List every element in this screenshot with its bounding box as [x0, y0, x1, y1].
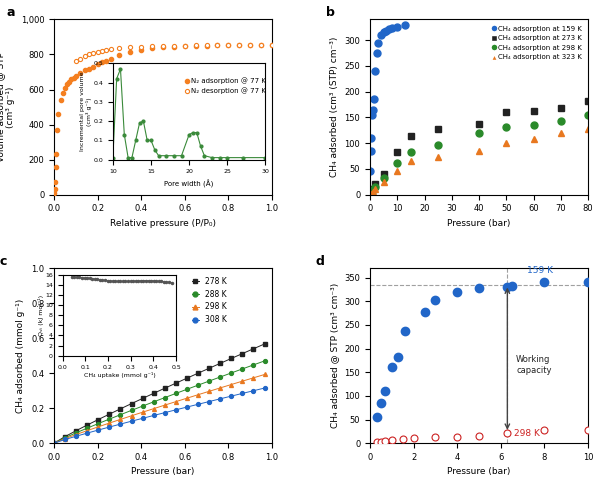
N₂ adsorption @ 77 K [61, 85, 68, 91]
N₂ desorption @ 77 K [77, 56, 84, 62]
N₂ adsorption @ 77 K [57, 97, 64, 103]
X-axis label: Pressure (bar): Pressure (bar) [448, 219, 511, 228]
N₂ adsorption @ 77 K [53, 127, 61, 132]
N₂ adsorption @ 77 K [236, 42, 243, 48]
Legend: N₂ adsorption @ 77 K, N₂ desorption @ 77 K: N₂ adsorption @ 77 K, N₂ desorption @ 77… [182, 75, 268, 97]
N₂ desorption @ 77 K [137, 44, 145, 50]
N₂ adsorption @ 77 K [65, 79, 73, 85]
N₂ adsorption @ 77 K [103, 57, 110, 63]
N₂ adsorption @ 77 K [170, 44, 178, 50]
Text: c: c [0, 255, 7, 267]
N₂ desorption @ 77 K [257, 41, 265, 47]
N₂ adsorption @ 77 K [137, 47, 145, 53]
Text: a: a [6, 6, 14, 19]
Text: Working
capacity: Working capacity [516, 356, 551, 375]
N₂ adsorption @ 77 K [268, 41, 275, 47]
N₂ desorption @ 77 K [72, 58, 79, 64]
Line: N₂ adsorption @ 77 K: N₂ adsorption @ 77 K [52, 42, 274, 195]
N₂ desorption @ 77 K [225, 42, 232, 48]
N₂ desorption @ 77 K [268, 41, 275, 47]
N₂ desorption @ 77 K [107, 46, 114, 52]
N₂ adsorption @ 77 K [68, 76, 75, 82]
N₂ desorption @ 77 K [81, 53, 88, 59]
N₂ adsorption @ 77 K [160, 45, 167, 51]
N₂ adsorption @ 77 K [148, 45, 155, 51]
Legend: 278 K, 288 K, 298 K, 308 K: 278 K, 288 K, 298 K, 308 K [188, 274, 230, 327]
N₂ adsorption @ 77 K [81, 67, 88, 73]
N₂ adsorption @ 77 K [203, 43, 210, 49]
X-axis label: Pressure (bar): Pressure (bar) [131, 468, 194, 476]
N₂ adsorption @ 77 K [225, 42, 232, 48]
N₂ desorption @ 77 K [214, 42, 221, 48]
N₂ desorption @ 77 K [203, 42, 210, 48]
N₂ adsorption @ 77 K [192, 43, 199, 49]
Line: N₂ desorption @ 77 K: N₂ desorption @ 77 K [74, 42, 274, 64]
Y-axis label: CH₄ adsorbed (mmol g⁻¹): CH₄ adsorbed (mmol g⁻¹) [16, 299, 25, 413]
N₂ adsorption @ 77 K [55, 111, 62, 117]
Legend: CH₄ adsorption at 159 K, CH₄ adsorption at 273 K, CH₄ adsorption at 298 K, CH₄ a: CH₄ adsorption at 159 K, CH₄ adsorption … [490, 23, 584, 63]
N₂ desorption @ 77 K [103, 47, 110, 53]
N₂ adsorption @ 77 K [52, 164, 59, 169]
N₂ desorption @ 77 K [181, 43, 188, 49]
X-axis label: Pressure (bar): Pressure (bar) [448, 468, 511, 476]
N₂ adsorption @ 77 K [53, 151, 60, 157]
X-axis label: Relative pressure (P/P₀): Relative pressure (P/P₀) [110, 219, 216, 228]
N₂ adsorption @ 77 K [51, 187, 58, 192]
Y-axis label: CH₄ adsorbed (cm³ (STP) cm⁻³): CH₄ adsorbed (cm³ (STP) cm⁻³) [330, 37, 339, 177]
N₂ desorption @ 77 K [85, 52, 92, 57]
Text: b: b [326, 6, 335, 19]
N₂ adsorption @ 77 K [94, 61, 101, 67]
N₂ desorption @ 77 K [170, 43, 178, 49]
N₂ adsorption @ 77 K [59, 90, 67, 96]
N₂ desorption @ 77 K [116, 45, 123, 51]
N₂ adsorption @ 77 K [85, 66, 92, 72]
N₂ adsorption @ 77 K [116, 53, 123, 58]
N₂ desorption @ 77 K [236, 42, 243, 48]
N₂ adsorption @ 77 K [98, 59, 106, 65]
N₂ desorption @ 77 K [247, 42, 254, 48]
Text: d: d [316, 255, 325, 267]
N₂ adsorption @ 77 K [50, 190, 58, 196]
N₂ adsorption @ 77 K [214, 42, 221, 48]
N₂ adsorption @ 77 K [70, 75, 77, 80]
Y-axis label: CH₄ adsorbed @ STP (cm³ cm⁻³): CH₄ adsorbed @ STP (cm³ cm⁻³) [330, 283, 339, 428]
Text: 298 K: 298 K [514, 429, 540, 438]
N₂ adsorption @ 77 K [257, 42, 265, 48]
N₂ desorption @ 77 K [94, 49, 101, 55]
N₂ adsorption @ 77 K [107, 56, 114, 62]
N₂ desorption @ 77 K [127, 45, 134, 51]
N₂ desorption @ 77 K [192, 42, 199, 48]
N₂ adsorption @ 77 K [181, 43, 188, 49]
N₂ adsorption @ 77 K [72, 73, 79, 79]
N₂ adsorption @ 77 K [247, 42, 254, 48]
N₂ desorption @ 77 K [148, 43, 155, 49]
Text: 159 K: 159 K [527, 266, 553, 275]
N₂ adsorption @ 77 K [89, 64, 97, 70]
N₂ adsorption @ 77 K [127, 49, 134, 55]
N₂ desorption @ 77 K [160, 43, 167, 49]
N₂ adsorption @ 77 K [77, 70, 84, 76]
N₂ adsorption @ 77 K [52, 179, 59, 185]
Y-axis label: Volume adsorbed @ STP
(cm³ g⁻¹): Volume adsorbed @ STP (cm³ g⁻¹) [0, 52, 15, 162]
N₂ desorption @ 77 K [89, 50, 97, 56]
N₂ adsorption @ 77 K [64, 81, 71, 87]
N₂ desorption @ 77 K [98, 48, 106, 54]
